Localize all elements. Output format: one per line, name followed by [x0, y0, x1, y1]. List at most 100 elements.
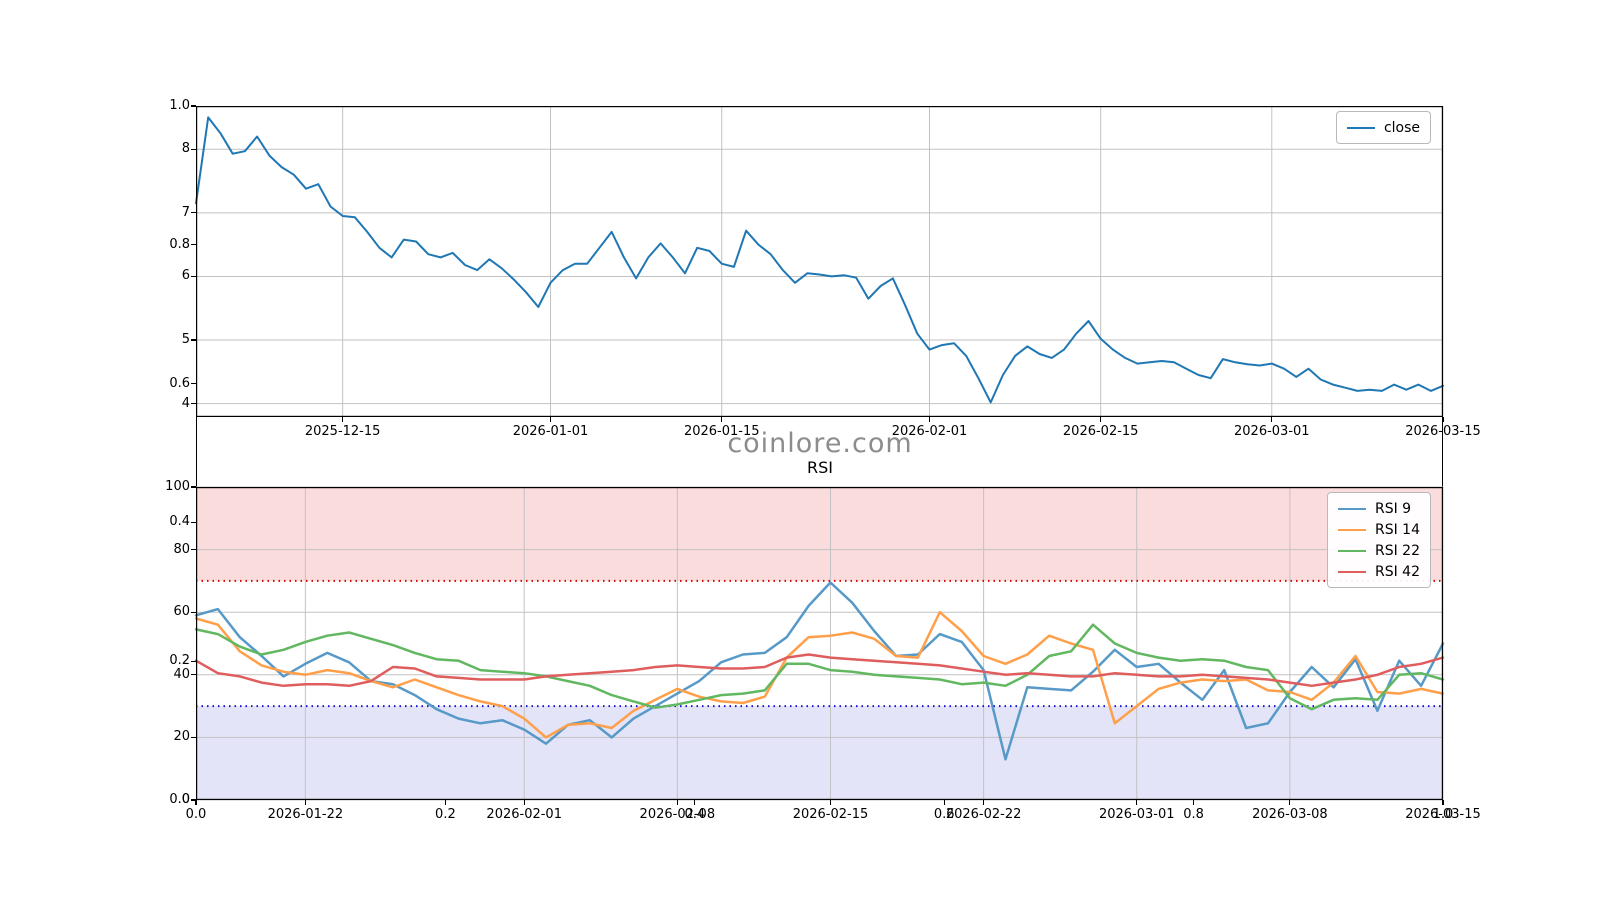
x-tick-mark [342, 417, 344, 422]
price-chart-svg [195, 106, 1444, 417]
x-tick-label: 2026-02-01 [891, 424, 968, 439]
x-tick-label: 2026-03-15 [1405, 807, 1481, 822]
x-tick-label: 2026-01-15 [683, 424, 760, 439]
x-tick-label: 2026-02-22 [945, 807, 1022, 822]
x-tick-label: 2026-01-01 [512, 424, 589, 439]
overlay-y-tick-mark [191, 799, 196, 801]
y-tick-label: 0 [181, 792, 190, 807]
overlay-x-tick-mark [1442, 800, 1444, 805]
y-tick-mark [191, 148, 196, 150]
price-chart-legend: close [1335, 111, 1431, 144]
y-tick-label: 8 [181, 141, 190, 157]
legend-item: RSI 42 [1337, 561, 1420, 582]
rsi-42-line [194, 653, 1445, 688]
y-tick-mark [191, 212, 196, 214]
legend-item: close [1346, 117, 1420, 138]
overlay-y-tick-label: 0.0 [169, 792, 190, 807]
y-tick-mark [191, 549, 196, 551]
x-tick-mark [1100, 417, 1102, 422]
x-tick-mark [549, 417, 552, 422]
legend-label: RSI 14 [1374, 521, 1420, 538]
x-tick-label: 2025-12-15 [304, 424, 381, 439]
rsi-22-line [194, 623, 1445, 711]
x-tick-label: 2026-01-22 [267, 807, 344, 822]
y-tick-label: 80 [173, 541, 190, 557]
x-tick-mark [676, 800, 678, 805]
x-tick-label: 2026-03-08 [1252, 807, 1328, 822]
overlay-x-tick-label: 0.0 [185, 807, 207, 822]
overlay-x-tick-mark [195, 800, 197, 805]
overlay-y-tick-mark [191, 105, 196, 107]
band [196, 487, 1443, 581]
x-tick-mark [304, 800, 306, 805]
overlay-x-tick-label: 1.0 [1432, 807, 1454, 822]
x-tick-mark [1271, 417, 1273, 422]
y-tick-label: 5 [181, 332, 190, 348]
x-tick-label: 2026-03-01 [1098, 807, 1175, 822]
y-tick-label: 7 [181, 204, 190, 220]
band [196, 706, 1443, 800]
rsi-chart-legend: RSI 9 RSI 14 RSI 22 RSI 42 [1326, 492, 1431, 588]
x-tick-mark [1442, 417, 1444, 422]
legend-label: RSI 22 [1374, 542, 1420, 559]
legend-label: RSI 42 [1374, 563, 1420, 580]
overlay-x-tick-label: 0.8 [1183, 807, 1204, 822]
close-line [195, 116, 1444, 404]
rsi-14-line [194, 610, 1445, 739]
rsi-9-line [194, 581, 1445, 761]
overlay-x-tick-mark [694, 800, 696, 805]
y-tick-label: 4 [181, 395, 190, 411]
overlay-y-tick-label: 1.0 [169, 98, 190, 113]
overlay-x-tick-mark [444, 800, 446, 805]
x-tick-label: 2026-03-15 [1405, 424, 1481, 439]
y-tick-mark [191, 275, 196, 278]
y-tick-mark [191, 403, 196, 405]
watermark: coinlore.com [727, 428, 913, 459]
legend-item: RSI 14 [1337, 519, 1420, 540]
overlay-y-tick-label: 0.6 [169, 375, 190, 391]
y-tick-mark [191, 611, 196, 613]
overlay-x-tick-label: 0.2 [435, 807, 456, 822]
overlay-y-tick-label: 0.8 [169, 236, 190, 252]
x-tick-mark [1289, 800, 1291, 805]
y-tick-label: 100 [165, 479, 190, 494]
overlay-x-tick-label: 0.4 [684, 807, 706, 822]
legend-item: RSI 9 [1337, 498, 1420, 519]
y-tick-mark [191, 736, 196, 738]
y-tick-label: 40 [173, 666, 190, 682]
x-tick-label: 2026-02-15 [792, 807, 869, 822]
x-tick-label: 2026-03-01 [1234, 424, 1310, 439]
legend-line-swatch [1337, 528, 1366, 531]
overlay-y-tick-label: 0.2 [169, 653, 190, 669]
overlay-x-tick-mark [1193, 800, 1195, 805]
legend-line-swatch [1337, 507, 1366, 510]
y-tick-label: 20 [173, 729, 190, 745]
legend-line-swatch [1337, 570, 1366, 573]
overlay-y-tick-mark [191, 521, 196, 523]
legend-item: RSI 22 [1337, 540, 1420, 561]
x-tick-mark [523, 800, 525, 805]
x-tick-mark [1136, 800, 1138, 805]
y-tick-label: 6 [181, 268, 190, 284]
axes-box [196, 106, 1444, 417]
overlay-x-tick-label: 0.6 [933, 807, 955, 822]
overlay-y-tick-mark [191, 383, 196, 385]
y-tick-label: 60 [173, 604, 190, 620]
x-tick-label: 2026-02-01 [486, 807, 562, 822]
overlay-x-tick-mark [943, 800, 945, 805]
x-tick-mark [829, 800, 832, 805]
legend-line-swatch [1346, 126, 1375, 129]
y-tick-mark [191, 486, 196, 488]
rsi-chart-svg [194, 486, 1445, 801]
overlay-y-tick-label: 0.4 [169, 514, 190, 530]
y-tick-mark [191, 674, 196, 676]
legend-label: close [1383, 119, 1420, 136]
x-tick-mark [721, 417, 723, 422]
y-tick-mark [191, 339, 196, 341]
legend-label: RSI 9 [1374, 500, 1412, 517]
legend-line-swatch [1337, 549, 1366, 552]
overlay-y-tick-mark [191, 660, 196, 662]
x-tick-label: 2026-02-15 [1062, 424, 1139, 439]
axes-box [196, 487, 1444, 800]
